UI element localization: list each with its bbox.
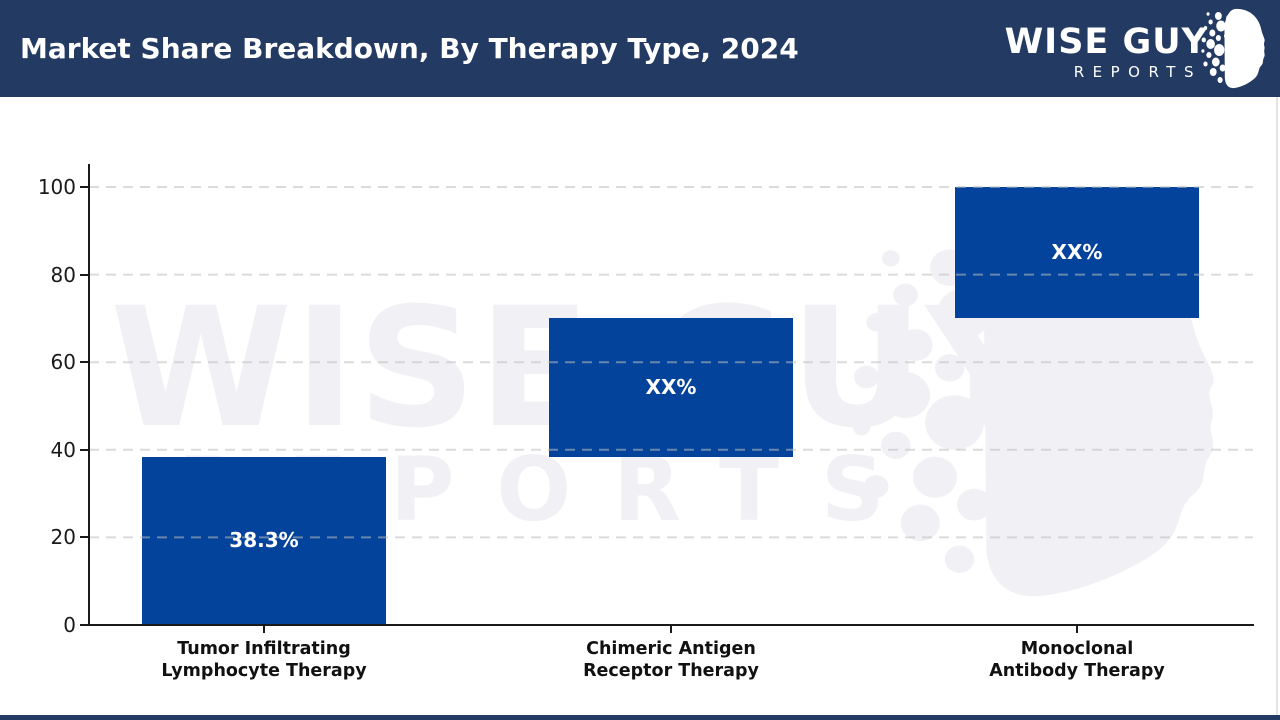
y-axis-tick-label: 20 [50, 525, 76, 550]
x-axis-category-label: Monoclonal Antibody Therapy [989, 639, 1165, 681]
header: Market Share Breakdown, By Therapy Type,… [0, 0, 1280, 97]
logo-reports-label: REPORTS [1073, 63, 1202, 81]
bar-value-label: 38.3% [229, 528, 299, 553]
x-axis-tick-mark [1076, 626, 1078, 633]
x-axis-tick-mark [263, 626, 265, 633]
x-axis-line [88, 624, 1254, 626]
chart-title: Market Share Breakdown, By Therapy Type,… [20, 32, 799, 65]
x-axis-category-label: Chimeric Antigen Receptor Therapy [583, 639, 759, 681]
y-axis-tick-mark [80, 361, 88, 364]
footer-bar [0, 715, 1280, 720]
y-axis-tick-label: 40 [50, 437, 76, 462]
y-axis-tick-mark [80, 273, 88, 276]
y-axis-tick-mark [80, 448, 88, 451]
x-axis-category-label: Tumor Infiltrating Lymphocyte Therapy [161, 639, 367, 681]
y-axis-tick-mark [80, 186, 88, 188]
logo-face-icon [1201, 8, 1265, 89]
y-axis-tick-label: 60 [50, 350, 76, 375]
y-axis-tick-label: 80 [50, 262, 76, 287]
bar-value-label: XX% [645, 374, 697, 399]
y-axis-tick-mark [80, 536, 88, 539]
x-axis-tick-mark [670, 626, 672, 633]
logo-wordmark: WISE GUY [1004, 22, 1208, 62]
y-axis-tick-label: 0 [63, 613, 76, 637]
logo: WISE GUY REPORTS [1005, 0, 1280, 97]
y-axis-tick-mark [80, 624, 88, 626]
bar-2 [549, 318, 793, 458]
bar-1 [142, 457, 386, 625]
y-axis-tick-label: 100 [37, 175, 76, 199]
bar-value-label: XX% [1051, 239, 1103, 264]
y-axis-line [88, 164, 90, 626]
right-edge-divider [1276, 97, 1278, 715]
